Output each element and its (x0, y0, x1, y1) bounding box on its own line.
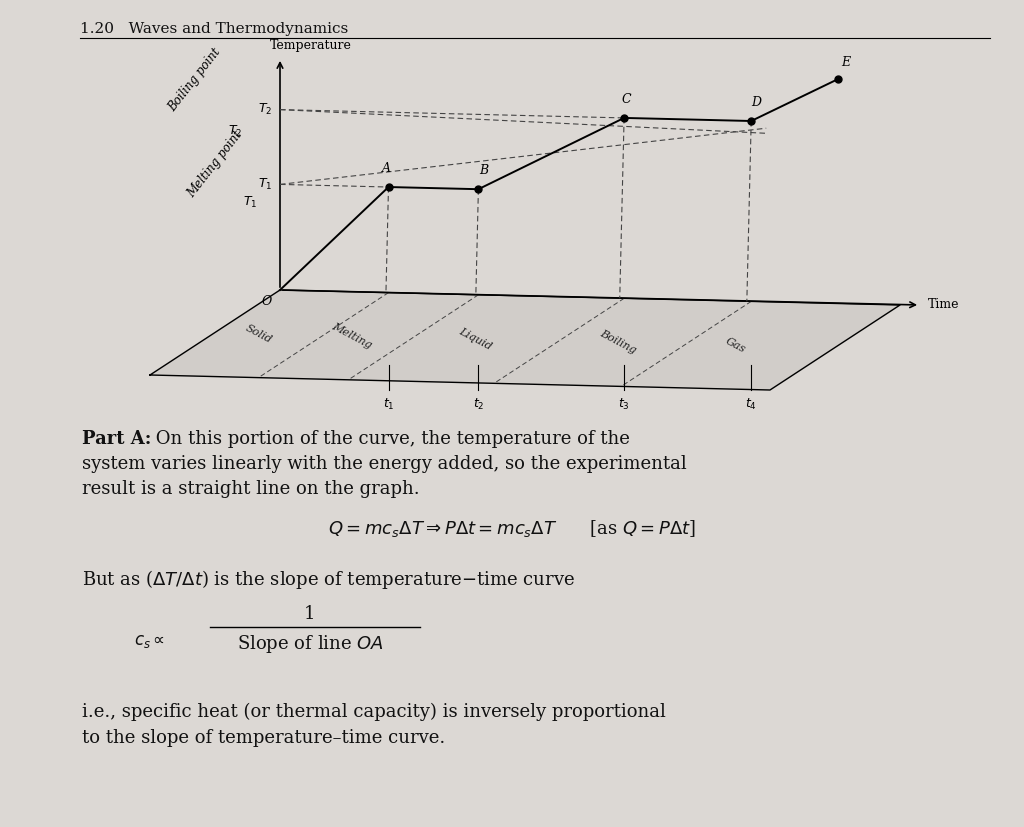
Text: On this portion of the curve, the temperature of the: On this portion of the curve, the temper… (150, 430, 630, 448)
Text: $Q = mc_s\Delta T \Rightarrow P\Delta t = mc_s\Delta T$$\quad\quad$[as $Q = P\De: $Q = mc_s\Delta T \Rightarrow P\Delta t … (328, 518, 696, 539)
Text: A: A (382, 162, 391, 175)
Text: i.e., specific heat (or thermal capacity) is inversely proportional: i.e., specific heat (or thermal capacity… (82, 703, 666, 721)
Text: 1: 1 (304, 605, 315, 623)
Text: $t_2$: $t_2$ (473, 397, 484, 412)
Text: But as ($\Delta T/\Delta t$) is the slope of temperature$-$time curve: But as ($\Delta T/\Delta t$) is the slop… (82, 568, 575, 591)
Text: Slope of line $OA$: Slope of line $OA$ (237, 633, 383, 655)
Text: $T_1$: $T_1$ (243, 195, 257, 210)
Text: C: C (622, 93, 631, 106)
Text: Boiling point: Boiling point (166, 45, 223, 114)
Text: to the slope of temperature–time curve.: to the slope of temperature–time curve. (82, 729, 445, 747)
Text: $c_s \propto$: $c_s \propto$ (134, 633, 165, 649)
Text: Boiling: Boiling (598, 328, 638, 356)
Polygon shape (150, 290, 900, 390)
Text: O: O (262, 295, 272, 308)
Text: Part A:: Part A: (82, 430, 152, 448)
Text: D: D (752, 96, 761, 109)
Text: Melting: Melting (330, 321, 373, 351)
Text: E: E (842, 56, 851, 69)
Text: Time: Time (928, 299, 959, 312)
Text: result is a straight line on the graph.: result is a straight line on the graph. (82, 480, 420, 498)
Text: $t_4$: $t_4$ (745, 397, 757, 412)
Text: $t_1$: $t_1$ (383, 397, 394, 412)
Text: $T_2$: $T_2$ (228, 124, 242, 139)
Text: Liquid: Liquid (458, 326, 494, 351)
Text: 1.20   Waves and Thermodynamics: 1.20 Waves and Thermodynamics (80, 22, 348, 36)
Text: $T_1$: $T_1$ (258, 177, 272, 192)
Text: Temperature: Temperature (270, 39, 352, 52)
Text: $t_3$: $t_3$ (618, 397, 630, 412)
Text: B: B (479, 165, 488, 177)
Text: Solid: Solid (244, 323, 273, 345)
Text: Gas: Gas (724, 336, 748, 355)
Text: system varies linearly with the energy added, so the experimental: system varies linearly with the energy a… (82, 455, 687, 473)
Text: Melting point: Melting point (185, 128, 245, 200)
Text: $T_2$: $T_2$ (258, 102, 272, 117)
